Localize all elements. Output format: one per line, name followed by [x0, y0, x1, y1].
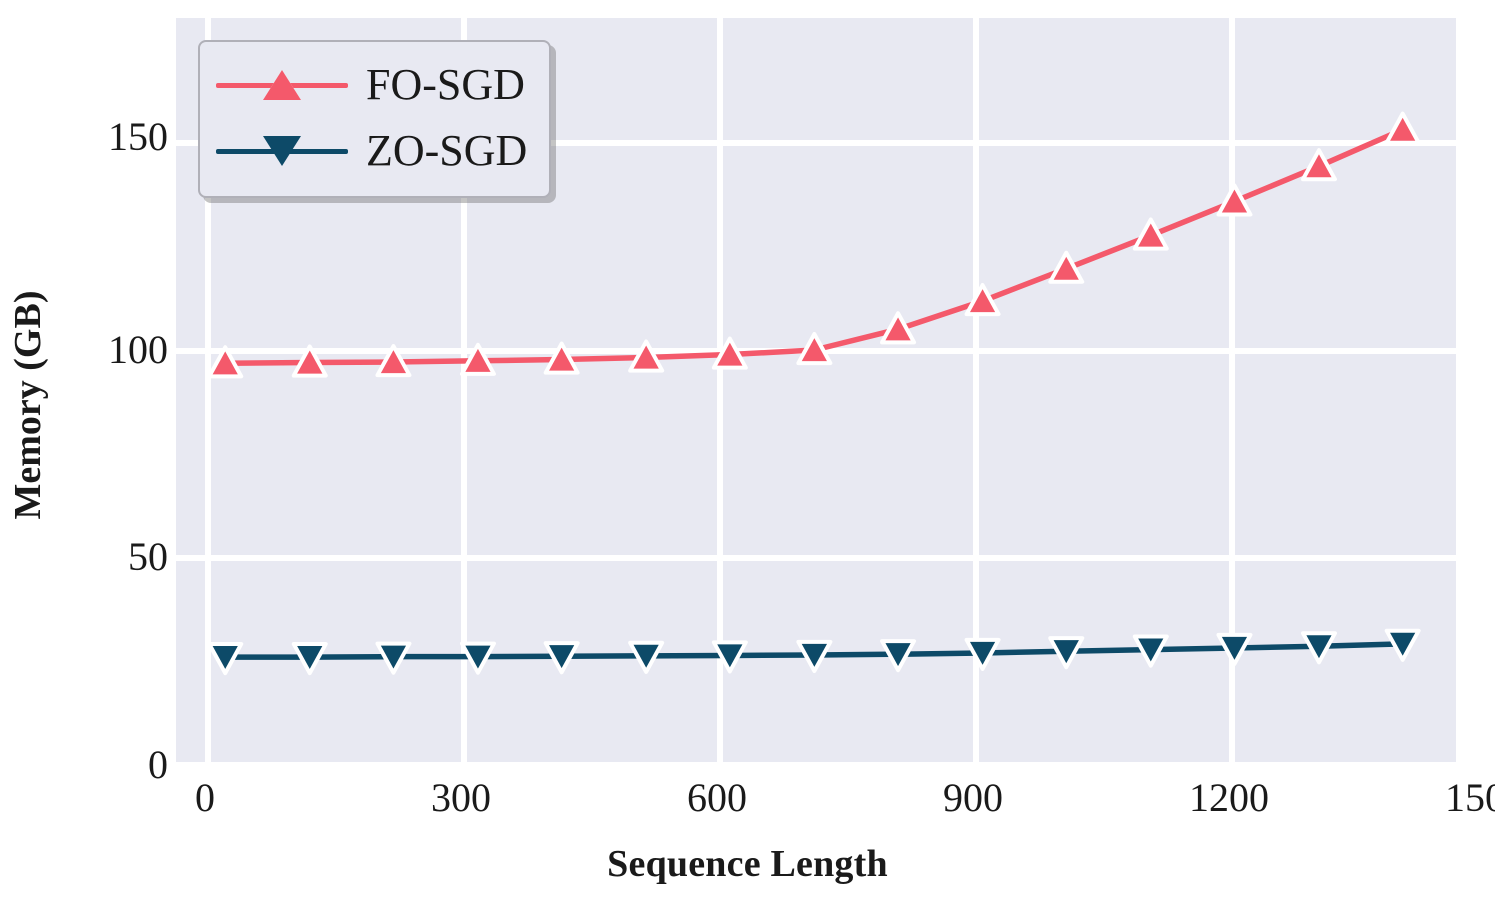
x-tick-label-0: 0 — [195, 775, 215, 820]
x-tick-label-600: 600 — [687, 775, 747, 820]
data-point-marker — [880, 311, 917, 345]
legend-item-zo-sgd[interactable]: ZO-SGD — [216, 118, 527, 184]
data-point-marker — [964, 283, 1001, 317]
triangle-up-icon — [263, 70, 301, 100]
data-point-marker — [1216, 632, 1253, 666]
x-axis-label: Sequence Length — [607, 843, 888, 885]
data-point-marker — [375, 641, 412, 675]
gridline-x-600 — [717, 18, 723, 765]
data-point-marker — [291, 344, 328, 378]
data-point-marker — [207, 641, 244, 676]
data-point-marker — [543, 341, 580, 375]
data-point-marker — [628, 640, 665, 674]
data-point-marker — [207, 345, 244, 379]
y-tick-label-150: 150 — [108, 114, 168, 159]
legend-label-fo-sgd: FO-SGD — [366, 60, 525, 109]
data-point-marker — [1216, 183, 1253, 217]
data-point-marker — [459, 342, 496, 376]
gridline-y-50 — [176, 555, 1456, 561]
data-point-marker — [1300, 148, 1337, 182]
y-tick-label-0: 0 — [148, 742, 168, 787]
data-point-marker — [964, 637, 1001, 671]
data-point-marker — [1048, 636, 1085, 670]
x-tick-label-1500: 1500 — [1445, 775, 1495, 820]
data-point-marker — [543, 641, 580, 675]
data-point-marker — [1384, 628, 1421, 662]
x-tick-label-900: 900 — [943, 775, 1003, 820]
triangle-down-icon — [263, 136, 301, 166]
data-point-marker — [1300, 631, 1337, 665]
legend-swatch-fo-sgd — [216, 65, 348, 105]
y-tick-label-100: 100 — [108, 327, 168, 372]
gridline-x-900 — [973, 18, 979, 765]
data-point-marker — [628, 339, 665, 373]
y-tick-label-50: 50 — [128, 534, 168, 579]
data-series-svg — [207, 111, 1421, 676]
data-point-marker — [375, 344, 412, 378]
data-point-marker — [1384, 111, 1421, 145]
data-point-marker — [796, 639, 833, 674]
y-axis-label: Memory (GB) — [7, 290, 49, 520]
data-point-marker — [880, 639, 917, 673]
legend-item-fo-sgd[interactable]: FO-SGD — [216, 52, 527, 118]
data-point-marker — [796, 332, 833, 366]
data-point-marker — [1132, 634, 1169, 668]
x-tick-label-300: 300 — [431, 775, 491, 820]
chart-legend[interactable]: FO-SGD ZO-SGD — [198, 40, 552, 198]
gridline-y-0 — [176, 762, 1456, 765]
data-point-marker — [1048, 250, 1085, 284]
data-point-marker — [291, 641, 328, 676]
gridline-y-150 — [176, 140, 1456, 146]
legend-label-zo-sgd: ZO-SGD — [366, 126, 528, 175]
x-tick-label-1200: 1200 — [1189, 775, 1269, 820]
data-point-marker — [1132, 217, 1169, 251]
legend-swatch-zo-sgd — [216, 131, 348, 171]
gridline-x-300 — [461, 18, 467, 765]
data-point-marker — [459, 641, 496, 675]
gridline-x-1200 — [1229, 18, 1235, 765]
data-point-marker — [711, 640, 748, 674]
gridline-x-0 — [205, 18, 211, 765]
data-point-marker — [711, 336, 748, 370]
